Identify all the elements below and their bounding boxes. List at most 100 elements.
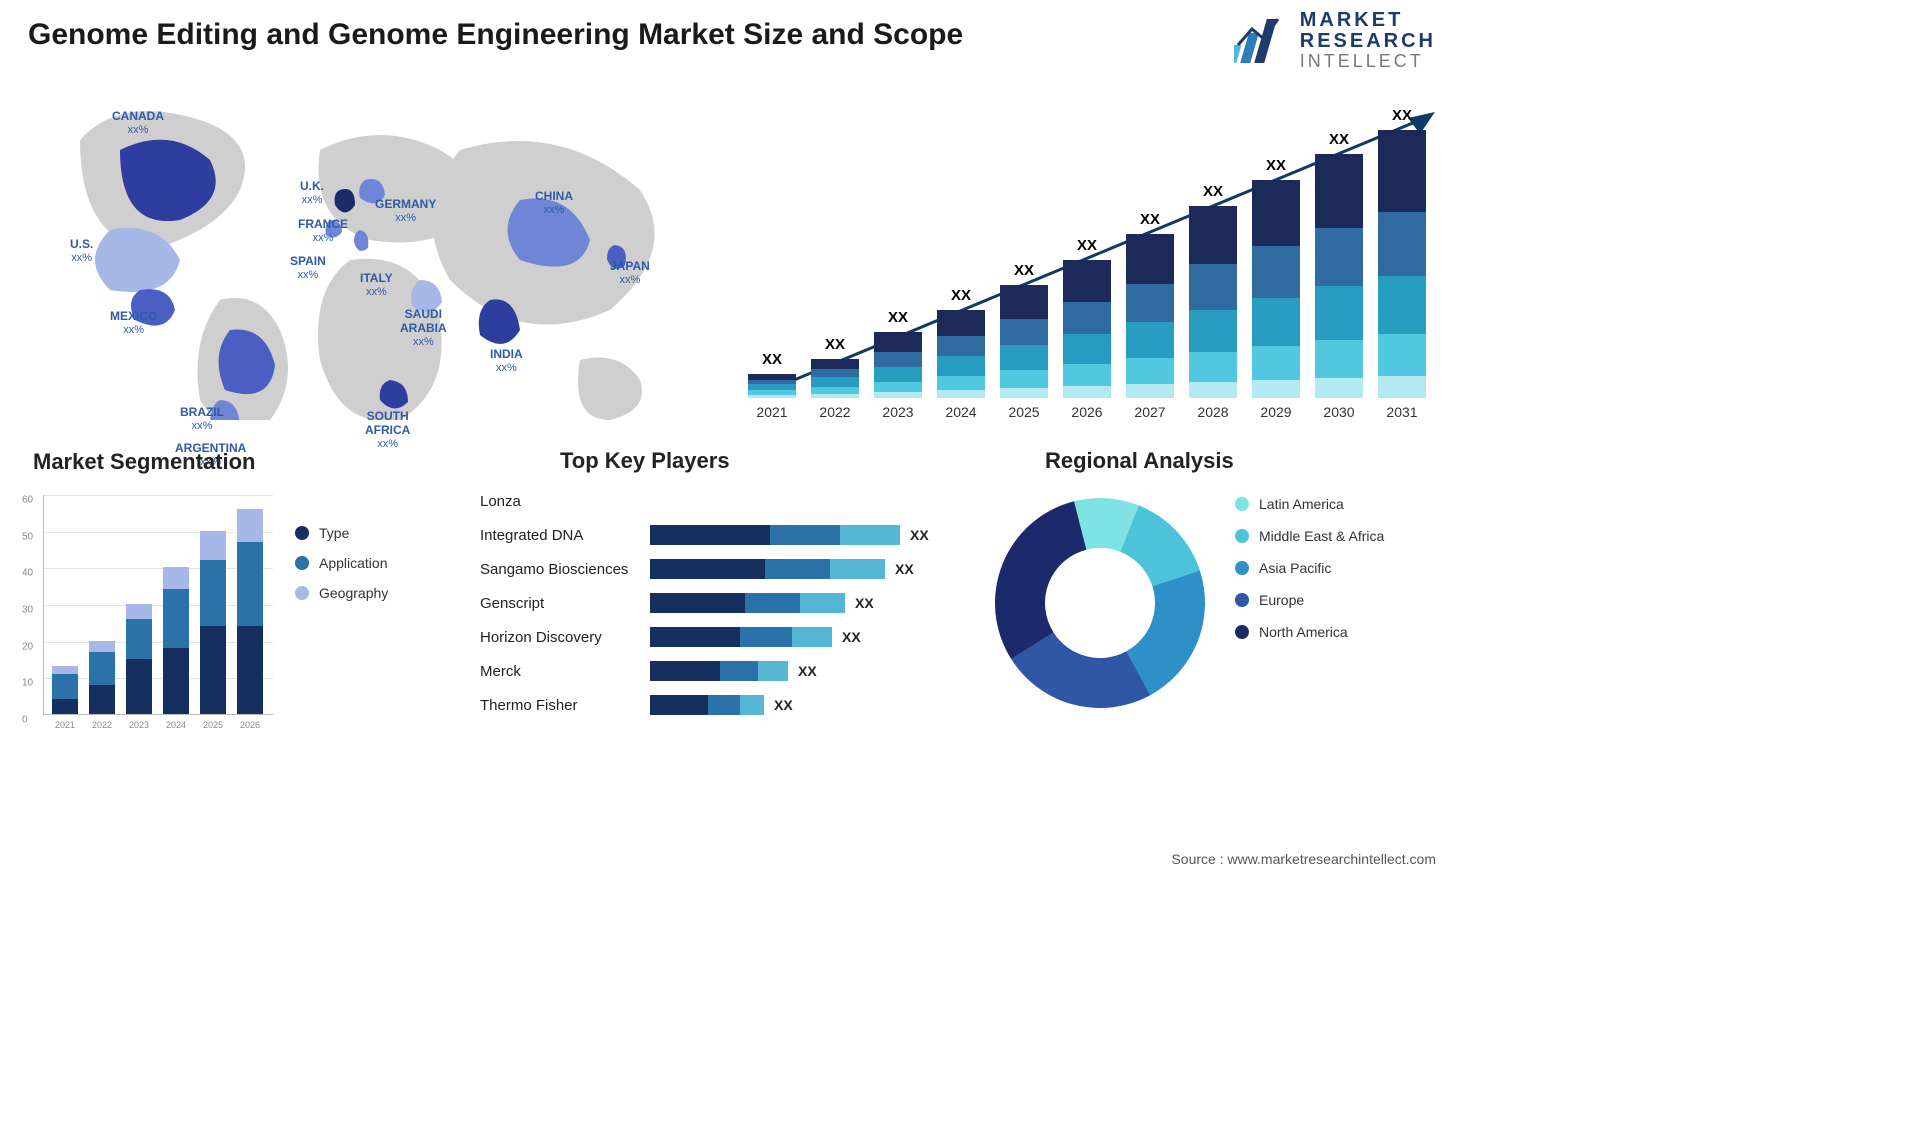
segmentation-chart: Market Segmentation 01020304050602021202… [15, 455, 435, 735]
map-label: MEXICOxx% [110, 310, 157, 336]
player-value: XX [910, 527, 929, 543]
player-name: Merck [480, 663, 650, 680]
x-category-label: 2023 [129, 720, 149, 730]
bar-column [1000, 285, 1048, 398]
key-players-list: LonzaIntegrated DNAXXSangamo Biosciences… [480, 484, 960, 722]
bar-segment [1252, 380, 1300, 398]
bar-value-label: XX [1014, 262, 1034, 279]
bar-segment [163, 648, 189, 714]
bar-segment [1063, 302, 1111, 334]
bar-segment [874, 352, 922, 367]
bar-segment [1063, 364, 1111, 386]
bar-column [1063, 260, 1111, 398]
y-tick-label: 10 [22, 678, 33, 689]
bar-value-label: XX [1077, 237, 1097, 254]
x-category-label: 2021 [756, 404, 787, 420]
legend-swatch [1235, 625, 1249, 639]
bar-column [237, 509, 263, 714]
bar-segment [720, 661, 758, 681]
bar-segment [1126, 384, 1174, 398]
bar-column [1378, 130, 1426, 398]
bar-column [126, 604, 152, 714]
player-bar [650, 559, 885, 579]
x-category-label: 2022 [92, 720, 112, 730]
x-category-label: 2023 [882, 404, 913, 420]
bar-segment [1126, 234, 1174, 284]
y-tick-label: 30 [22, 605, 33, 616]
map-label: INDIAxx% [490, 348, 523, 374]
bar-segment [811, 387, 859, 394]
bar-segment [874, 332, 922, 352]
legend-item: Middle East & Africa [1235, 528, 1384, 544]
bar-segment [1126, 284, 1174, 322]
bar-segment [1189, 310, 1237, 352]
player-name: Genscript [480, 595, 650, 612]
player-value: XX [895, 561, 914, 577]
bar-column [1126, 234, 1174, 398]
main-chart-plot: XXXXXXXXXXXXXXXXXXXXXX [740, 108, 1440, 398]
player-value: XX [855, 595, 874, 611]
player-row: Lonza [480, 484, 960, 518]
bar-segment [1378, 130, 1426, 212]
bar-segment [740, 695, 764, 715]
donut-wrap [985, 488, 1215, 723]
bar-segment [237, 542, 263, 626]
segmentation-plot: 0102030405060202120222023202420252026 [43, 495, 273, 715]
legend-swatch [295, 526, 309, 540]
bar-segment [874, 367, 922, 382]
bar-segment [89, 685, 115, 714]
bar-segment [126, 659, 152, 714]
bar-segment [708, 695, 740, 715]
player-value: XX [774, 697, 793, 713]
legend-label: Middle East & Africa [1259, 528, 1384, 544]
bar-segment [200, 626, 226, 714]
bar-segment [200, 560, 226, 626]
legend-item: Geography [295, 585, 388, 601]
legend-label: Asia Pacific [1259, 560, 1331, 576]
legend-item: Type [295, 525, 388, 541]
bar-segment [163, 589, 189, 648]
bar-column [52, 666, 78, 714]
bar-column [163, 567, 189, 714]
bar-segment [1063, 386, 1111, 398]
segmentation-title: Market Segmentation [33, 449, 256, 475]
bar-value-label: XX [1329, 131, 1349, 148]
legend-swatch [1235, 593, 1249, 607]
bar-segment [1000, 285, 1048, 319]
player-row: Sangamo BiosciencesXX [480, 552, 960, 586]
player-row: Merck XX [480, 654, 960, 688]
bar-segment [874, 392, 922, 398]
world-map: CANADAxx%U.S.xx%MEXICOxx%BRAZILxx%ARGENT… [20, 80, 690, 420]
legend-swatch [1235, 561, 1249, 575]
x-category-label: 2021 [55, 720, 75, 730]
legend-label: Europe [1259, 592, 1304, 608]
source-text: Source : www.marketresearchintellect.com [1171, 851, 1436, 867]
player-value: XX [798, 663, 817, 679]
map-label: U.K.xx% [300, 180, 324, 206]
legend-item: North America [1235, 624, 1384, 640]
bar-segment [937, 390, 985, 398]
player-name: Thermo Fisher [480, 697, 650, 714]
bar-value-label: XX [1140, 211, 1160, 228]
bar-segment [1315, 340, 1363, 378]
bar-segment [811, 359, 859, 369]
bar-segment [163, 567, 189, 589]
bar-segment [937, 336, 985, 356]
map-label: ITALYxx% [360, 272, 393, 298]
x-category-label: 2022 [819, 404, 850, 420]
bar-segment [800, 593, 845, 613]
y-tick-label: 0 [22, 715, 28, 726]
bar-value-label: XX [951, 287, 971, 304]
bar-segment [1189, 382, 1237, 398]
legend-swatch [295, 586, 309, 600]
regional-chart: Regional Analysis Latin AmericaMiddle Ea… [985, 448, 1445, 748]
map-label: BRAZILxx% [180, 406, 224, 432]
legend-item: Asia Pacific [1235, 560, 1384, 576]
bar-value-label: XX [762, 351, 782, 368]
bar-segment [1126, 358, 1174, 384]
map-label: SAUDIARABIAxx% [400, 308, 447, 348]
bar-segment [874, 382, 922, 392]
key-players-title: Top Key Players [560, 448, 730, 474]
player-name: Integrated DNA [480, 527, 650, 544]
map-label: FRANCExx% [298, 218, 348, 244]
